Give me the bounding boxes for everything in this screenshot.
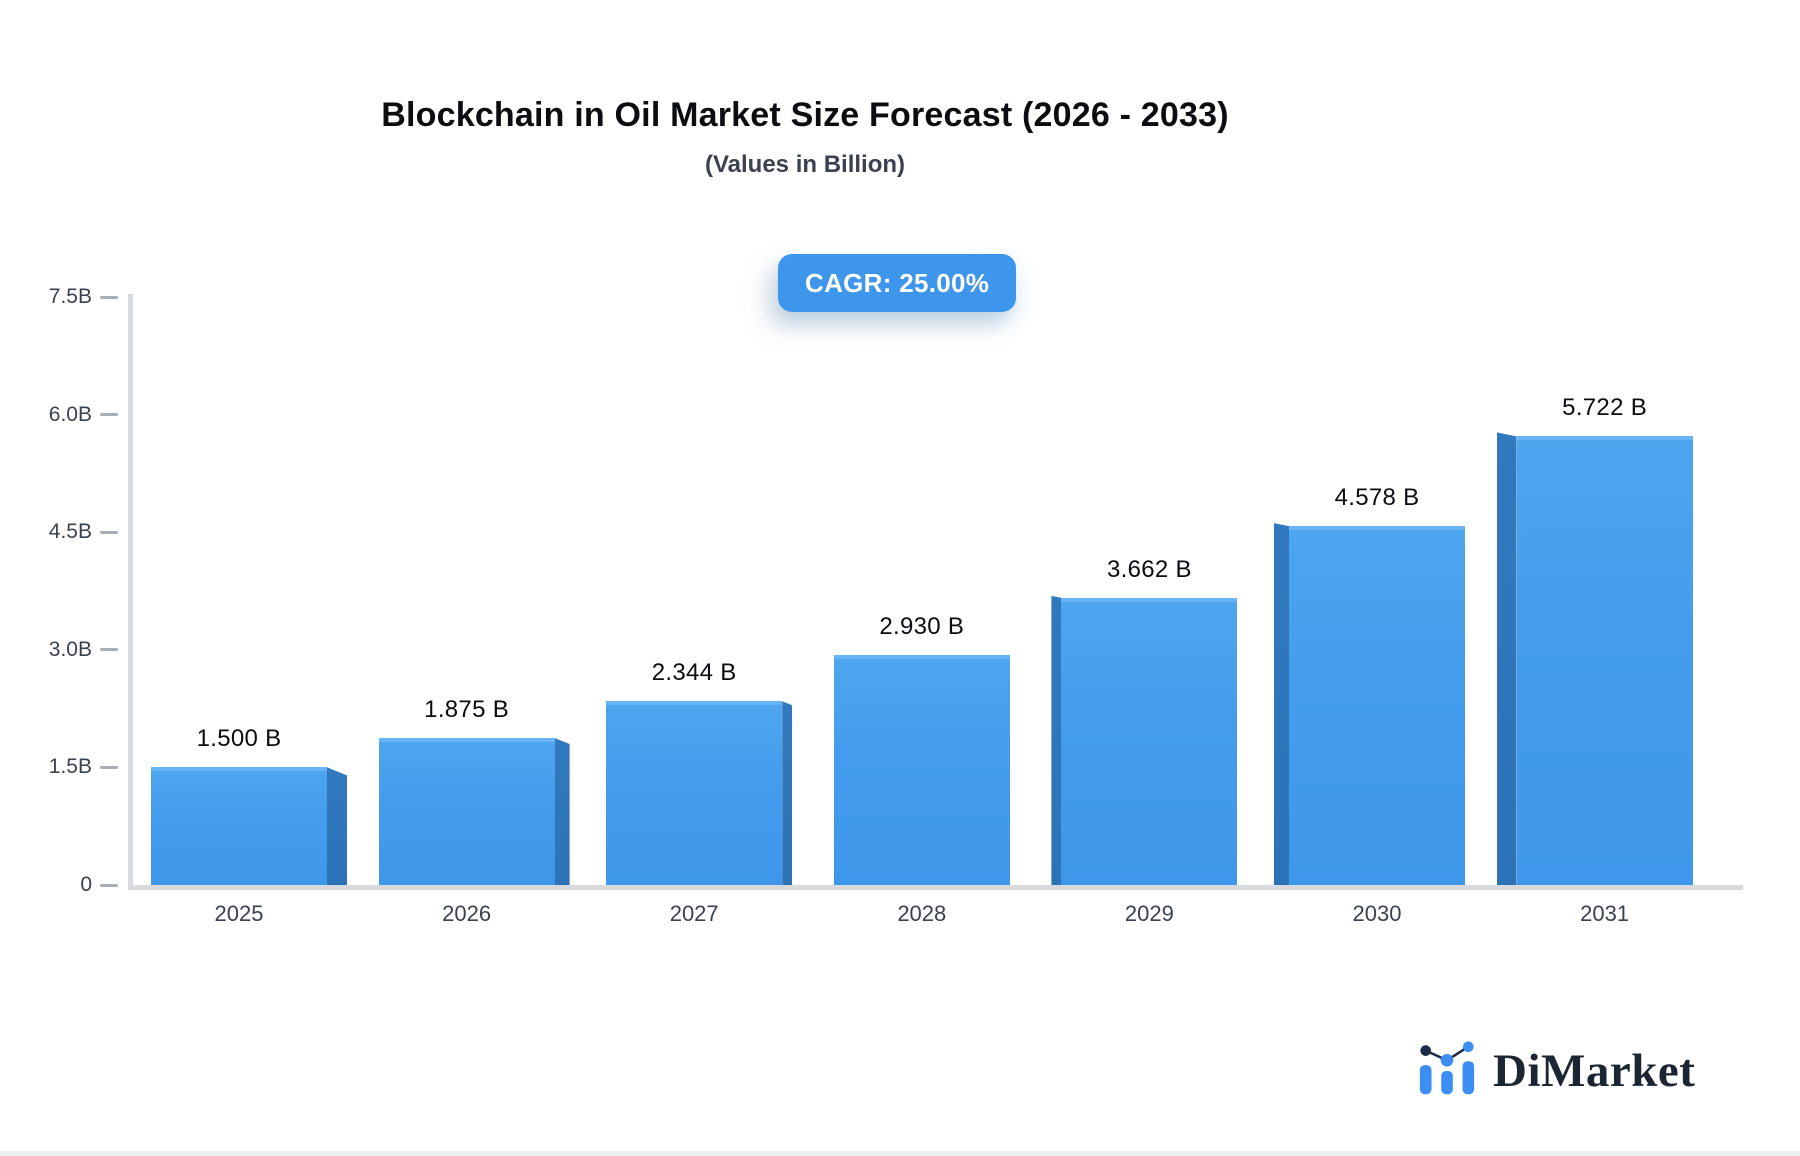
bar-value-label: 1.500 B: [196, 725, 282, 753]
y-tick-label: 4.5B: [48, 520, 92, 544]
x-axis-label: 2031: [1580, 901, 1630, 926]
bar-side: [1496, 432, 1517, 885]
bar-value-label: 2.930 B: [879, 613, 965, 641]
x-axis-label: 2027: [669, 901, 719, 926]
x-axis-label: 2025: [214, 901, 264, 926]
y-tick-label: 0: [80, 873, 92, 896]
bar-face: [606, 701, 783, 885]
bar-value-label: 5.722 B: [1562, 394, 1648, 422]
y-tick-dash: [100, 883, 118, 887]
bar-face: [378, 738, 555, 885]
dimarket-logo-text: DiMarket: [1493, 1044, 1696, 1097]
bar-face: [151, 767, 327, 885]
bar-face: [1289, 526, 1465, 885]
y-tick-label: 3.0B: [48, 637, 92, 661]
x-axis-label: 2030: [1352, 901, 1402, 926]
y-tick-dash: [100, 295, 118, 299]
bar-chart-logo-icon: [1419, 1041, 1475, 1095]
chart-subtitle: (Values in Billion): [704, 151, 906, 178]
y-tick-dash: [100, 765, 118, 769]
y-tick-label: 1.5B: [48, 755, 92, 779]
bar-value-label: 4.578 B: [1334, 484, 1420, 512]
dimarket-logo: DiMarket: [1416, 1038, 1695, 1100]
y-tick-dash: [100, 530, 118, 534]
bar-side: [782, 701, 793, 885]
bar-side: [327, 767, 347, 885]
y-tick-dash: [100, 648, 118, 652]
chart-title: Blockchain in Oil Market Size Forecast (…: [381, 96, 1229, 134]
bar-face: [1516, 436, 1693, 885]
x-axis-label: 2028: [897, 901, 947, 926]
x-axis-baseline: [128, 885, 1743, 890]
bar-side: [1051, 595, 1062, 885]
bar-side: [1274, 523, 1289, 885]
y-tick-label: 6.0B: [48, 402, 92, 426]
bar-side: [554, 738, 570, 885]
bar-value-label: 2.344 B: [651, 659, 737, 687]
y-tick-dash: [100, 413, 118, 417]
x-axis-label: 2026: [442, 901, 492, 926]
bar-value-label: 1.875 B: [424, 696, 510, 723]
x-axis-label: 2029: [1124, 901, 1174, 926]
bar-face: [1061, 597, 1238, 885]
chart-header: Blockchain in Oil Market Size Forecast (…: [0, 96, 1610, 179]
y-tick-label: 7.5B: [48, 285, 92, 308]
cagr-badge-label: CAGR: 25.00%: [805, 268, 990, 298]
cagr-badge: CAGR: 25.00%: [778, 254, 1017, 312]
bar-value-label: 3.662 B: [1106, 555, 1192, 583]
page-bottom-edge: [0, 1151, 1800, 1156]
y-axis-line: [128, 294, 133, 890]
bar-face: [833, 655, 1010, 885]
